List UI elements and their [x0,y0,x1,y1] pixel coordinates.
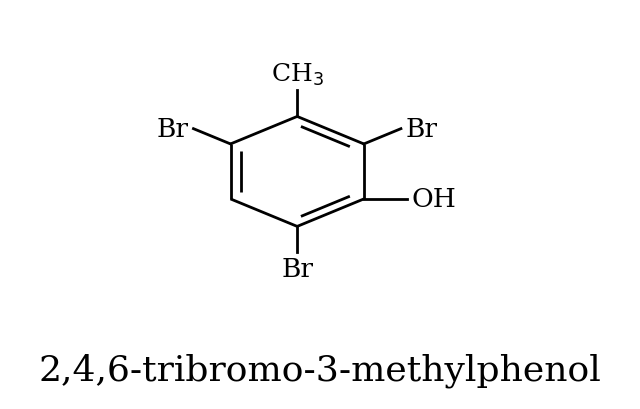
Text: OH: OH [412,187,456,212]
Text: Br: Br [406,117,438,142]
Text: Br: Br [157,117,189,142]
Text: CH$_3$: CH$_3$ [271,62,324,88]
Text: 2,4,6-tribromo-3-methylphenol: 2,4,6-tribromo-3-methylphenol [38,353,602,387]
Text: Br: Br [281,256,313,281]
